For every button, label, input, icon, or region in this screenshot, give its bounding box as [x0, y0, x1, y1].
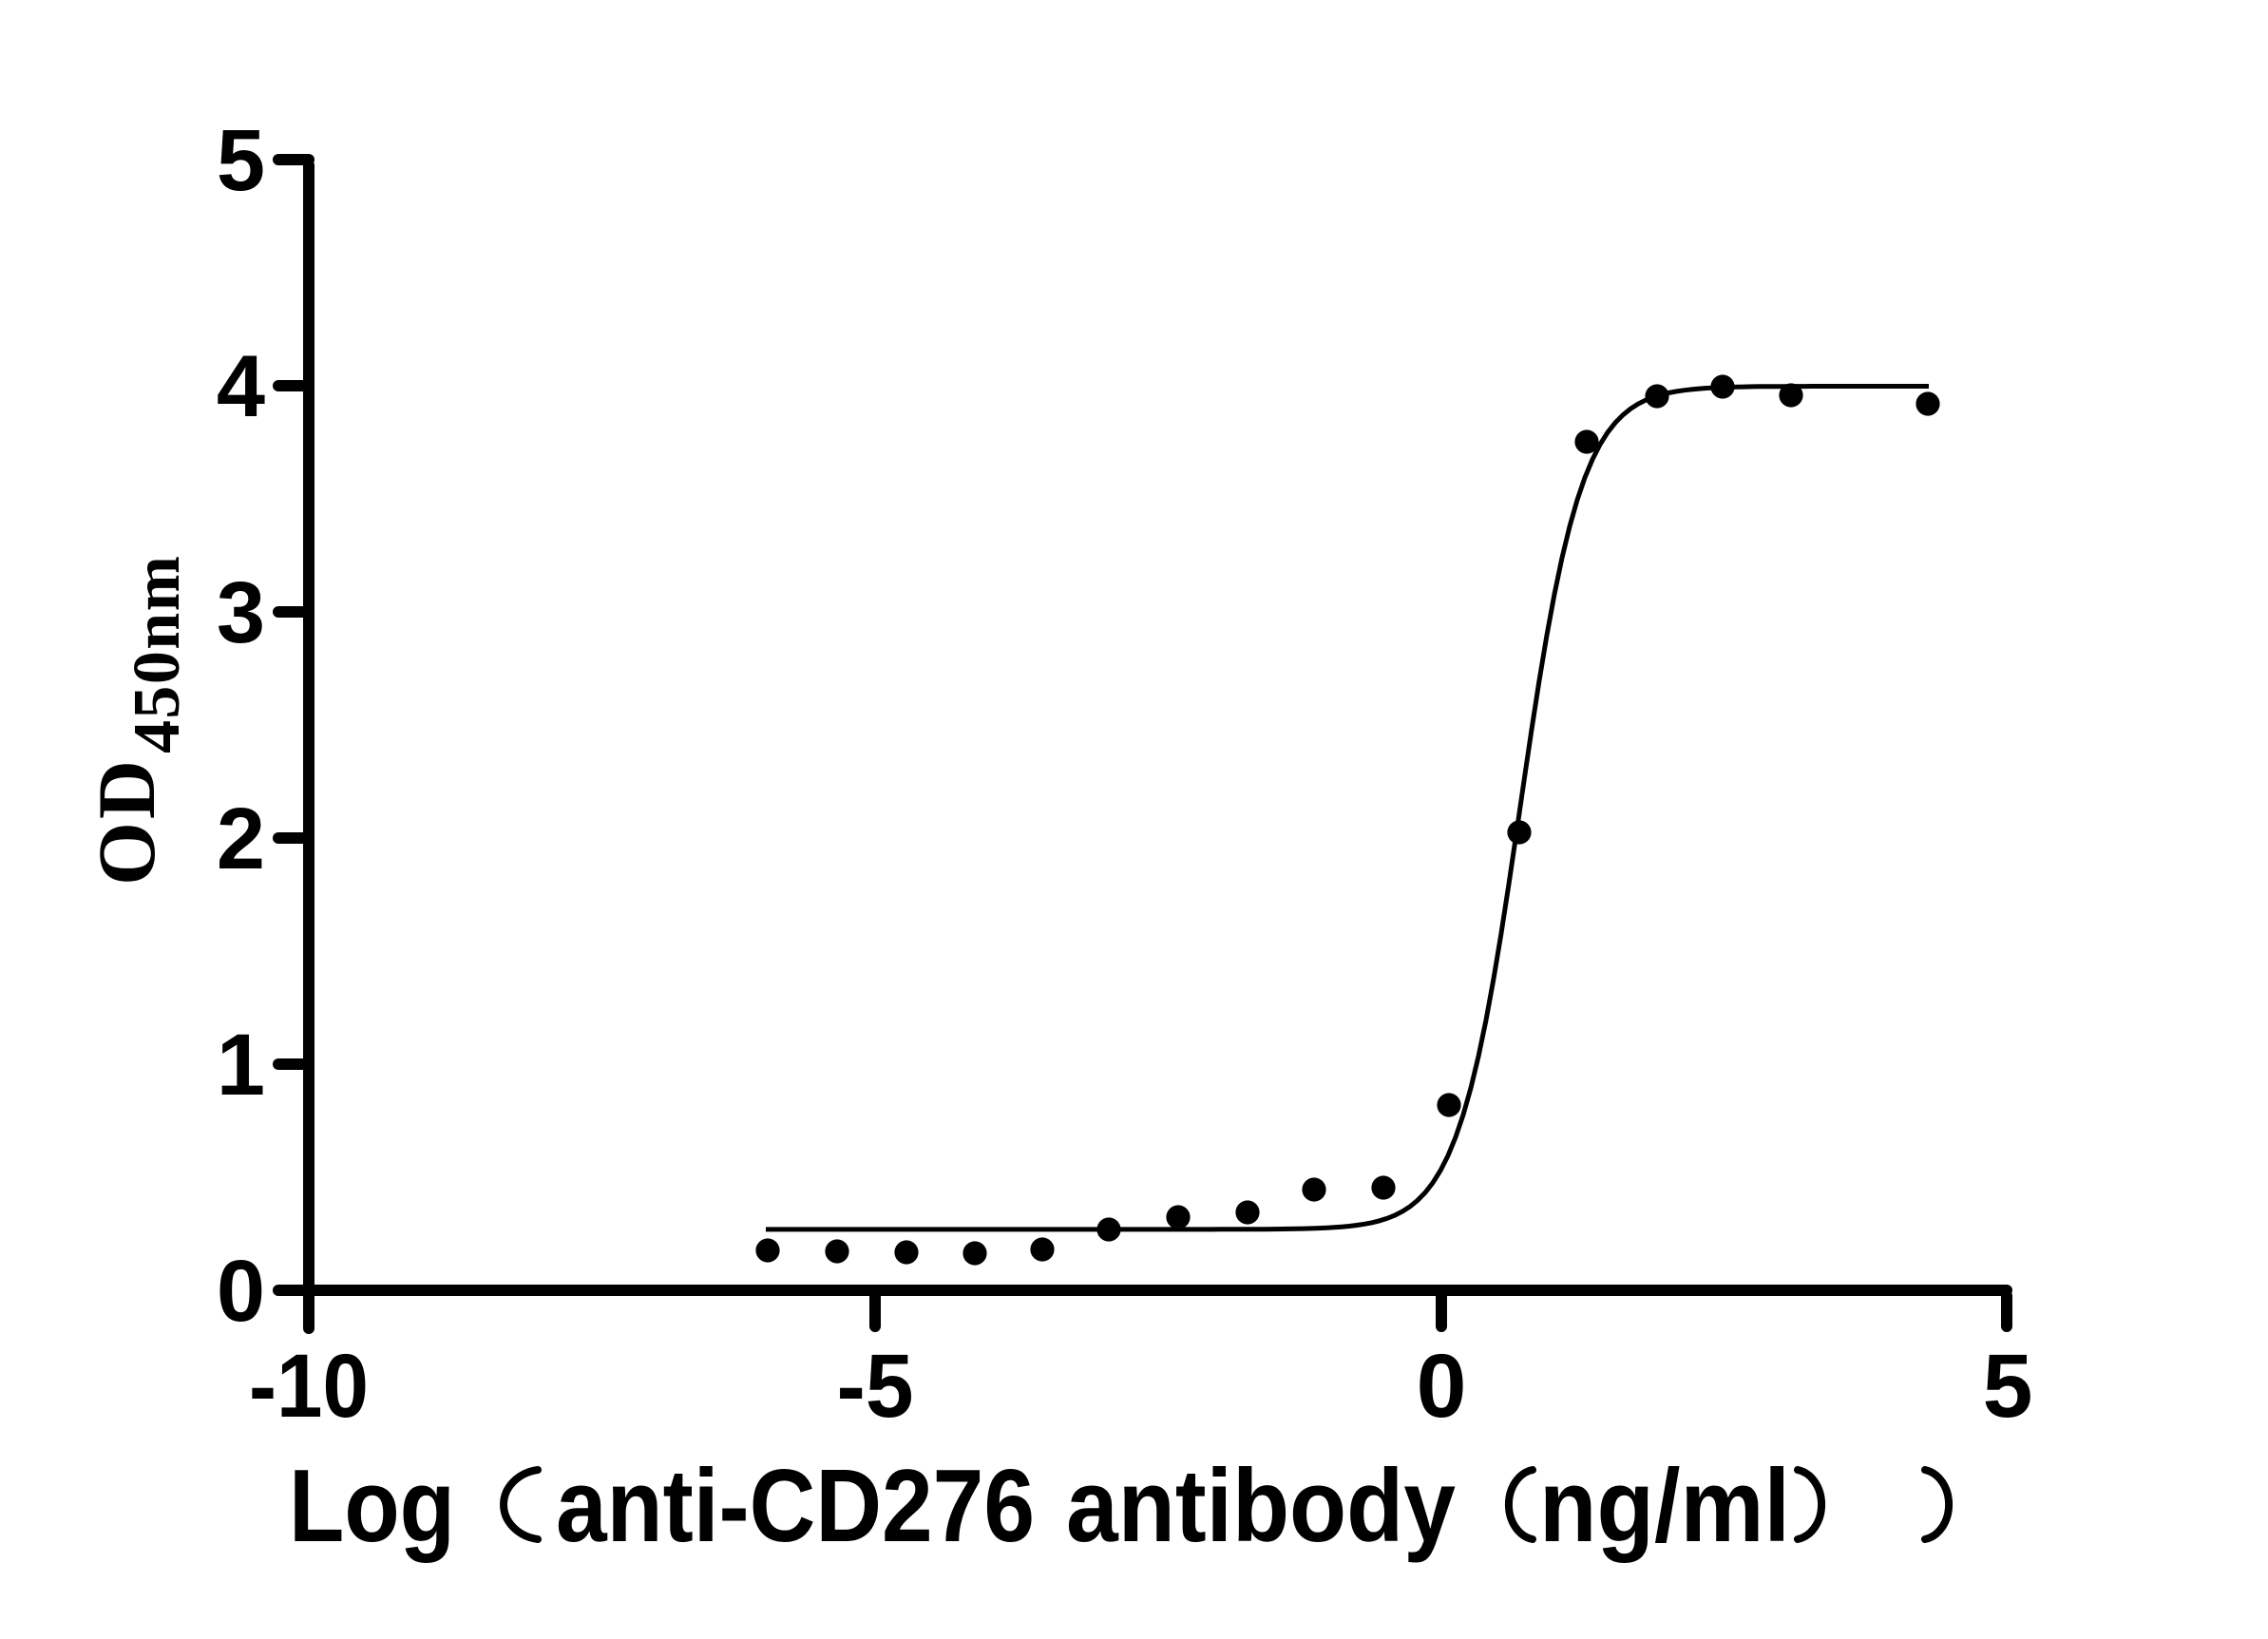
- svg-text:0: 0: [217, 1243, 265, 1340]
- svg-text:ng/ml: ng/ml: [1539, 1448, 1790, 1564]
- svg-text:5: 5: [1983, 1336, 2033, 1437]
- svg-text:1: 1: [217, 1017, 265, 1114]
- svg-text:450nm: 450nm: [121, 556, 194, 753]
- svg-text:Log: Log: [289, 1448, 455, 1564]
- svg-text:0: 0: [1417, 1336, 1467, 1437]
- svg-text:antibody: antibody: [1066, 1448, 1456, 1564]
- svg-text:anti-CD276: anti-CD276: [556, 1448, 1035, 1564]
- svg-text:-5: -5: [837, 1336, 914, 1437]
- svg-text:OD: OD: [81, 757, 172, 886]
- svg-text:4: 4: [217, 338, 265, 435]
- svg-text:5: 5: [217, 112, 265, 209]
- svg-text:2: 2: [217, 791, 265, 887]
- svg-text:3: 3: [217, 564, 265, 661]
- svg-text:-10: -10: [249, 1336, 369, 1437]
